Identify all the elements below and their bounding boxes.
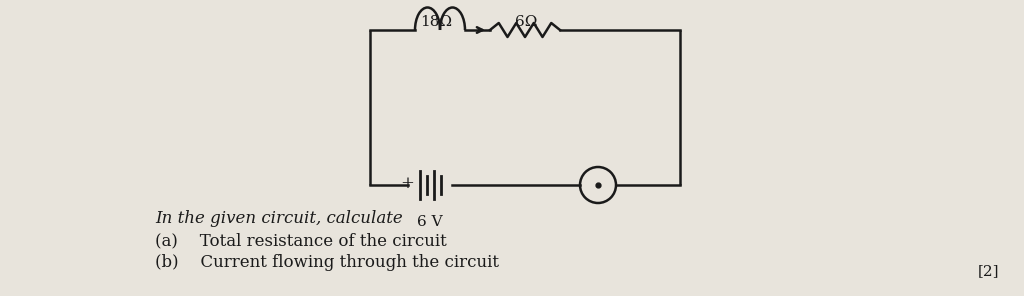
Text: 6 V: 6 V bbox=[417, 215, 442, 229]
Text: +: + bbox=[400, 175, 415, 192]
Text: (b)  Current flowing through the circuit: (b) Current flowing through the circuit bbox=[155, 254, 499, 271]
Text: 18Ω: 18Ω bbox=[420, 15, 452, 29]
Text: (a)  Total resistance of the circuit: (a) Total resistance of the circuit bbox=[155, 232, 446, 249]
Text: In the given circuit, calculate: In the given circuit, calculate bbox=[155, 210, 402, 227]
Text: [2]: [2] bbox=[978, 264, 999, 278]
Text: 6Ω: 6Ω bbox=[515, 15, 538, 29]
